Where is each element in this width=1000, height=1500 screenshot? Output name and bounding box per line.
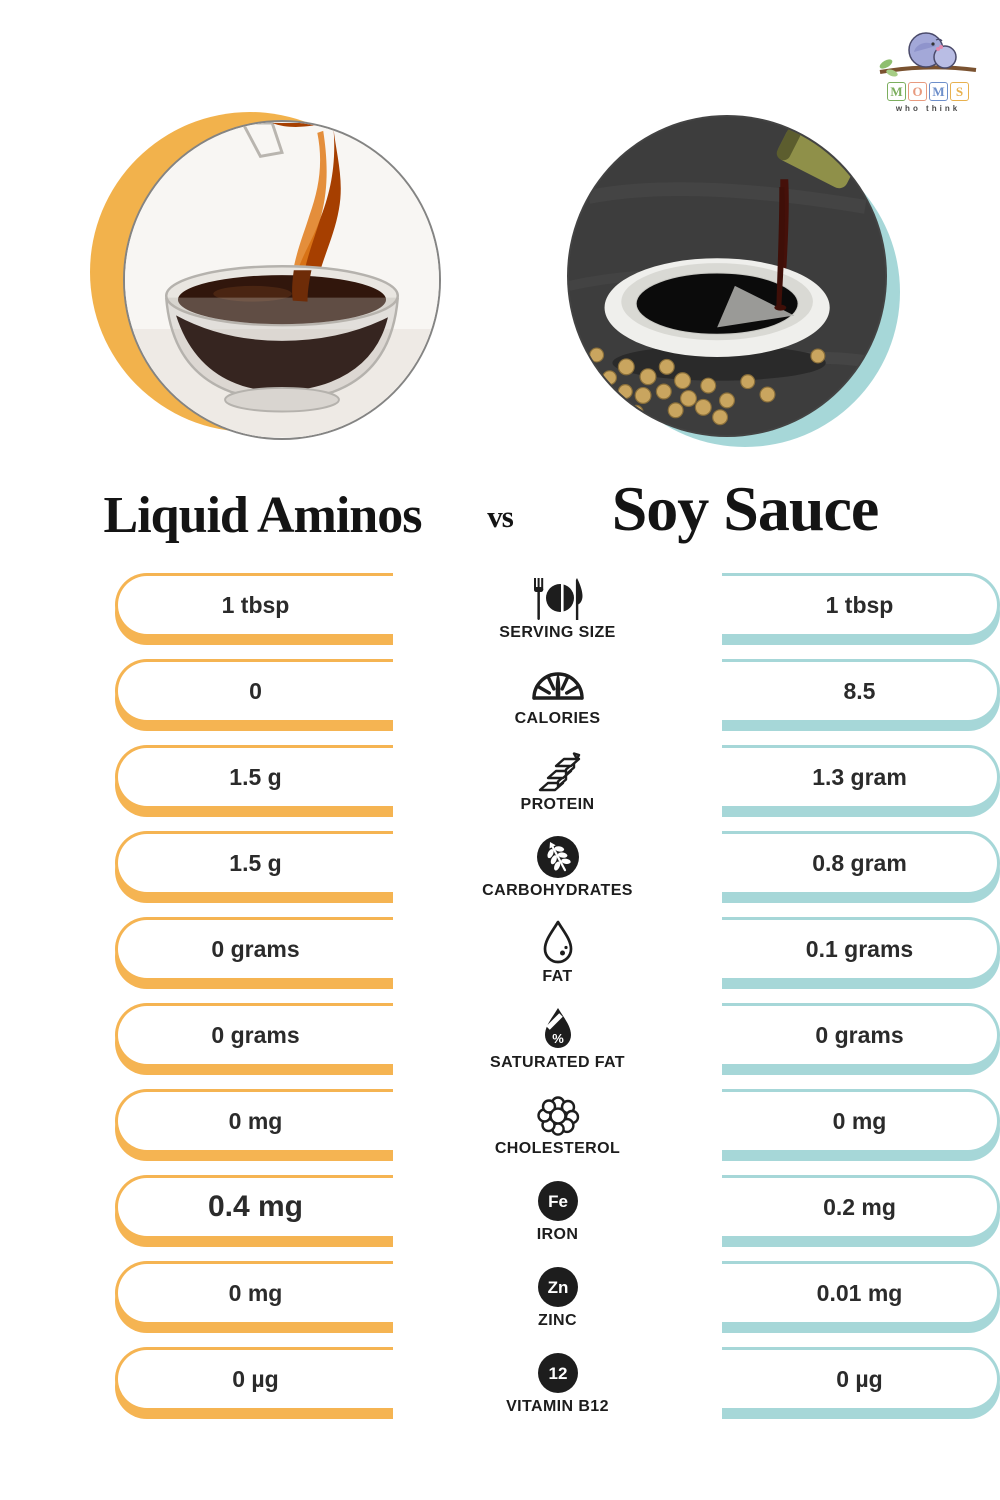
logo-tagline: who think [895, 104, 961, 113]
nutrient-label: Saturated Fat [490, 1054, 625, 1071]
value-text: 0 mg [228, 1279, 283, 1306]
value-text: 0 mg [228, 1107, 283, 1134]
logo-letter-blocks: M O M S [887, 82, 969, 101]
value-text: 0.4 mg [207, 1190, 304, 1223]
nutrient-label: Carbohydrates [482, 882, 633, 899]
liquid-aminos-value-pill: 0 grams [115, 1003, 393, 1067]
percent-glyph: % [552, 1031, 564, 1046]
table-row-protein: 1.5 g Protein [0, 742, 1000, 828]
b12-symbol: 12 [548, 1364, 567, 1383]
table-row-carbohydrates: 1.5 g [0, 828, 1000, 914]
iron-icon: Fe [536, 1177, 580, 1225]
value-text: 0 µg [232, 1365, 279, 1392]
table-row-cholesterol: 0 mg [0, 1086, 1000, 1172]
liquid-aminos-value-pill: 1.5 g [115, 831, 393, 895]
value-text: 1.5 g [229, 849, 282, 876]
soy-sauce-value-pill: 0.1 grams [722, 917, 1000, 981]
liquid-aminos-value-pill: 0 mg [115, 1261, 393, 1325]
value-text: 1 tbsp [825, 591, 894, 618]
table-row-serving-size: 1 tbsp Serving Size 1 tbsp [0, 570, 1000, 656]
value-text: 0 [249, 677, 262, 704]
soy-sauce-value-pill: 0.01 mg [722, 1261, 1000, 1325]
left-title: Liquid Aminos [103, 487, 423, 544]
calories-icon [529, 661, 587, 709]
nutrient-block: Protein [393, 742, 722, 814]
table-row-iron: 0.4 mg Fe Iron 0.2 mg [0, 1172, 1000, 1258]
table-row-zinc: 0 mg Zn Zinc 0.01 mg [0, 1258, 1000, 1344]
liquid-aminos-value-pill: 0.4 mg [115, 1175, 393, 1239]
soy-sauce-value-pill: 0.2 mg [722, 1175, 1000, 1239]
soy-sauce-value-pill: 0 mg [722, 1089, 1000, 1153]
liquid-aminos-value-pill: 0 µg [115, 1347, 393, 1411]
value-text: 0 grams [815, 1021, 904, 1048]
liquid-aminos-value-pill: 0 grams [115, 917, 393, 981]
cholesterol-icon [534, 1091, 582, 1139]
table-row-vitamin-b12: 0 µg 12 Vitamin B12 0 µg [0, 1344, 1000, 1430]
nutrient-block: Zn Zinc [393, 1258, 722, 1330]
value-text: 0 mg [832, 1107, 887, 1134]
table-row-calories: 0 Calorie [0, 656, 1000, 742]
nutrient-label: Protein [520, 796, 595, 813]
nutrient-label: Fat [542, 968, 573, 985]
carbohydrates-icon [534, 833, 582, 881]
soy-sauce-photo [567, 115, 887, 437]
liquid-aminos-value-pill: 1 tbsp [115, 573, 393, 637]
iron-symbol: Fe [548, 1192, 568, 1211]
nutrient-label: Vitamin B12 [506, 1398, 609, 1415]
soy-sauce-value-pill: 1.3 gram [722, 745, 1000, 809]
soy-sauce-value-pill: 0 µg [722, 1347, 1000, 1411]
protein-icon [533, 747, 583, 795]
nutrient-block: Fat [393, 914, 722, 986]
value-text: 0 µg [836, 1365, 883, 1392]
nutrient-label: Serving Size [499, 624, 616, 641]
vitamin-b12-icon: 12 [536, 1349, 580, 1397]
value-text: 1.3 gram [812, 763, 907, 790]
nutrient-block: Calories [393, 656, 722, 728]
nutrient-label: Cholesterol [494, 1140, 621, 1157]
nutrient-label: Calories [514, 710, 601, 727]
vs-label: vs [487, 499, 514, 534]
right-title: Soy Sauce [611, 473, 880, 544]
nutrient-block: % Saturated Fat [393, 1000, 722, 1072]
value-text: 0.1 grams [805, 935, 914, 962]
fat-icon [539, 919, 577, 967]
zinc-icon: Zn [536, 1263, 580, 1311]
logo-birds-icon [879, 32, 977, 77]
nutrient-block: Cholesterol [393, 1086, 722, 1158]
logo-letter-block: M [929, 82, 948, 101]
logo-letter-block: O [908, 82, 927, 101]
table-row-saturated-fat: 0 grams % Saturated Fat 0 grams [0, 1000, 1000, 1086]
value-text: 1 tbsp [221, 591, 290, 618]
moms-who-think-logo: M O M S who think [872, 26, 984, 113]
nutrient-block: Carbohydrates [393, 828, 722, 900]
soy-sauce-value-pill: 1 tbsp [722, 573, 1000, 637]
saturated-fat-icon: % [539, 1005, 577, 1053]
nutrient-label: Zinc [538, 1312, 577, 1329]
liquid-aminos-photo [123, 120, 441, 440]
serving-size-icon [529, 575, 587, 623]
liquid-aminos-value-pill: 0 mg [115, 1089, 393, 1153]
nutrient-block: 12 Vitamin B12 [393, 1344, 722, 1416]
table-row-fat: 0 grams Fat 0.1 grams [0, 914, 1000, 1000]
comparison-table: 1 tbsp Serving Size 1 tbsp [0, 570, 1000, 1430]
zinc-symbol: Zn [547, 1278, 568, 1297]
value-text: 0.01 mg [816, 1279, 903, 1306]
logo-letter-block: S [950, 82, 969, 101]
value-text: 8.5 [843, 677, 876, 704]
liquid-aminos-value-pill: 0 [115, 659, 393, 723]
nutrient-label: Iron [536, 1226, 579, 1243]
value-text: 1.5 g [229, 763, 282, 790]
value-text: 0.8 gram [812, 849, 907, 876]
value-text: 0 grams [211, 1021, 300, 1048]
soy-sauce-value-pill: 0 grams [722, 1003, 1000, 1067]
value-text: 0 grams [211, 935, 300, 962]
logo-letter-block: M [887, 82, 906, 101]
soy-sauce-value-pill: 0.8 gram [722, 831, 1000, 895]
liquid-aminos-value-pill: 1.5 g [115, 745, 393, 809]
nutrient-block: Serving Size [393, 570, 722, 642]
soy-sauce-value-pill: 8.5 [722, 659, 1000, 723]
value-text: 0.2 mg [823, 1193, 896, 1220]
nutrient-block: Fe Iron [393, 1172, 722, 1244]
